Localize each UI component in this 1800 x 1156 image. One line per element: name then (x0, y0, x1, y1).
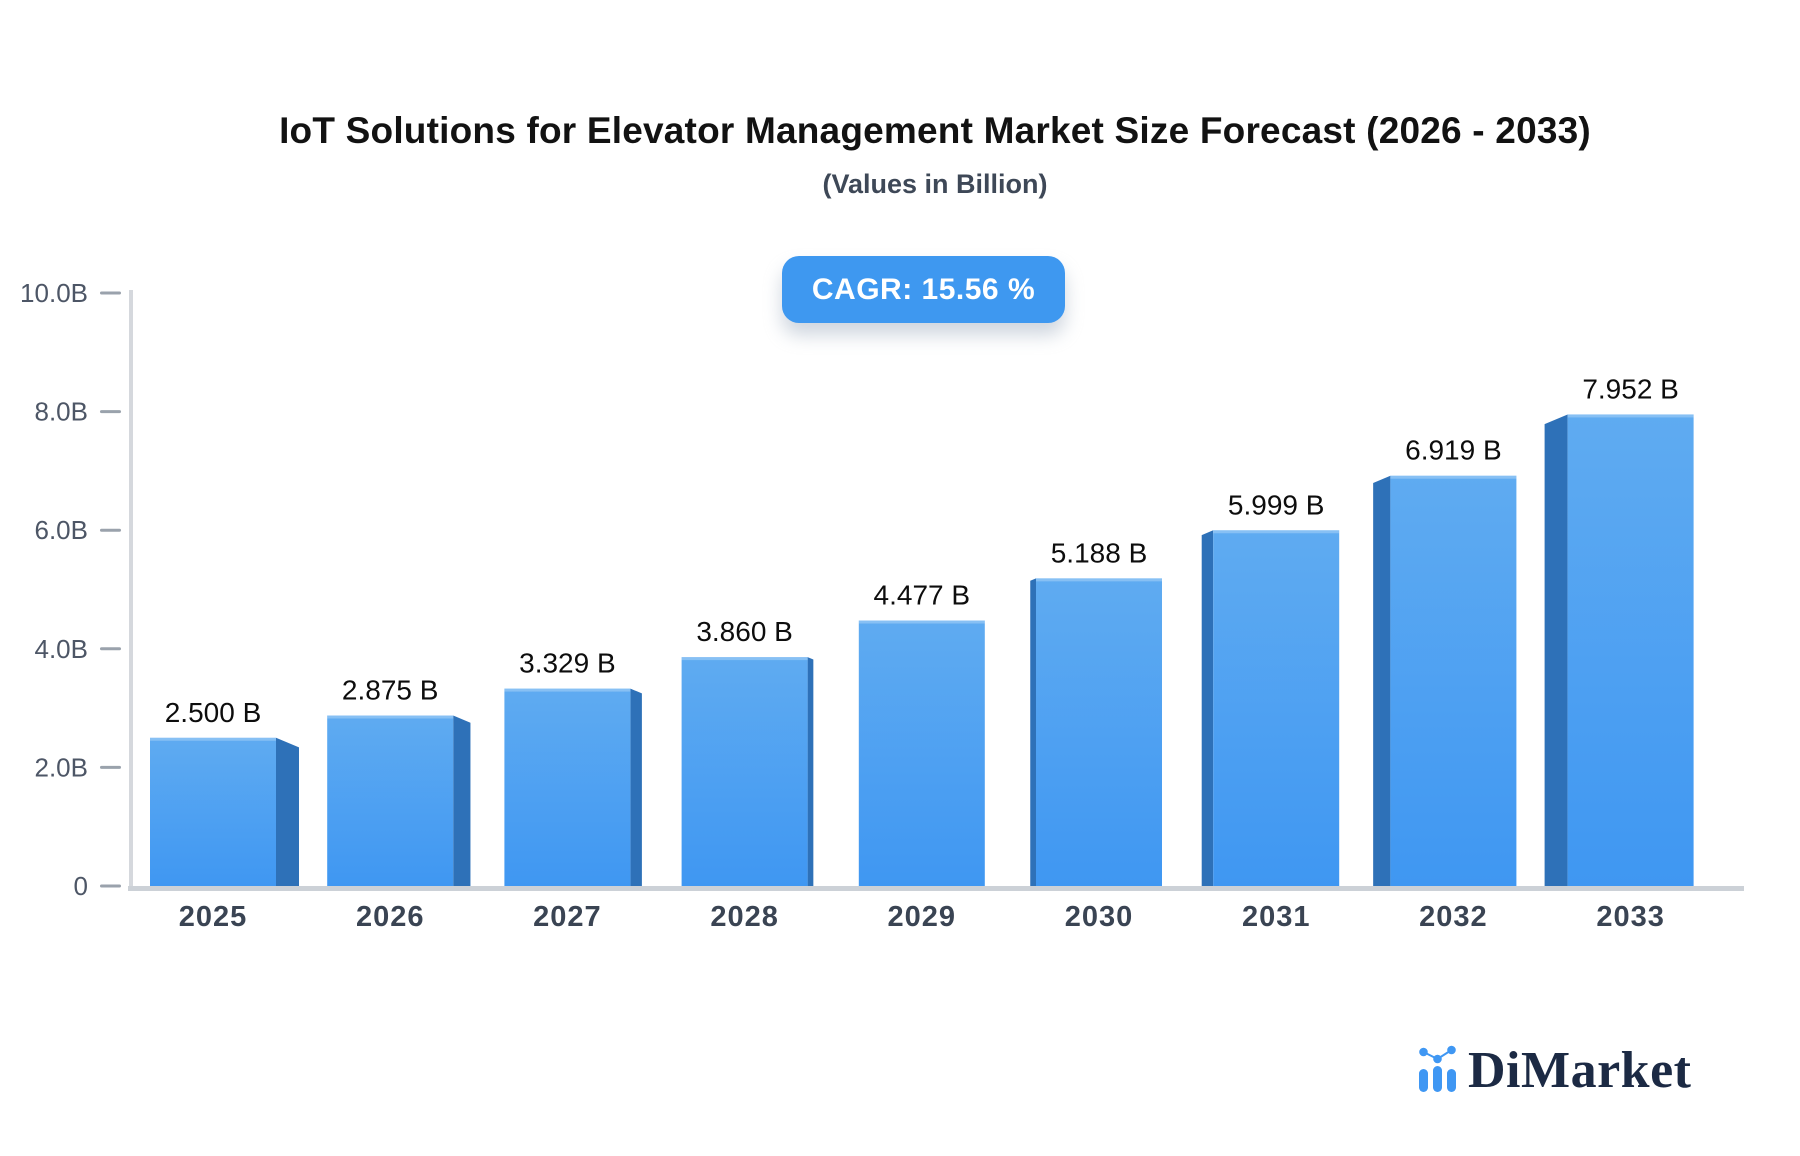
bar-side (1373, 475, 1391, 886)
bar-top-highlight (504, 688, 631, 692)
y-tick (100, 410, 121, 414)
bar-value-label: 4.477 B (874, 580, 971, 611)
bar-front (858, 620, 985, 886)
bar-side (630, 688, 642, 886)
dimarket-logo: DiMarket (1419, 1037, 1692, 1100)
bar-front (1036, 578, 1162, 886)
y-tick-label: 4.0B (35, 634, 89, 664)
bar-top-highlight (1036, 578, 1162, 582)
x-category-label: 2027 (533, 901, 602, 933)
y-tick (100, 765, 121, 769)
y-axis-line (129, 290, 133, 891)
bar-value-label: 5.188 B (1051, 537, 1148, 568)
x-category-label: 2026 (356, 901, 425, 933)
cagr-badge: CAGR: 15.56 % (782, 256, 1065, 323)
mini-bar-chart-icon (1419, 1045, 1456, 1092)
logo-text: DiMarket (1468, 1042, 1692, 1100)
logo-dot (1419, 1047, 1428, 1057)
x-category-label: 2032 (1419, 901, 1488, 933)
bar-front (504, 688, 631, 886)
bar-top-highlight (327, 715, 454, 719)
chart-subtitle: (Values in Billion) (822, 169, 1048, 199)
x-category-label: 2025 (179, 901, 248, 933)
logo-bar (1419, 1069, 1428, 1092)
logo-dot (1433, 1054, 1442, 1064)
y-tick (100, 884, 121, 888)
bar-front (1213, 530, 1340, 886)
bar-value-label: 3.860 B (696, 616, 793, 647)
bar-front (1390, 475, 1517, 886)
bar-front (681, 657, 808, 886)
bar-value-label: 2.875 B (342, 675, 439, 706)
bar-side (453, 715, 471, 886)
y-tick (100, 528, 121, 532)
cagr-badge-label: CAGR: 15.56 % (811, 272, 1036, 306)
x-category-label: 2028 (710, 901, 779, 933)
y-tick-label: 2.0B (35, 752, 89, 782)
bar-side (1201, 530, 1214, 886)
y-tick-label: 0 (74, 871, 88, 901)
bars (150, 414, 1694, 886)
bar-top-highlight (681, 657, 808, 661)
bar-front (327, 715, 454, 886)
axes: 0 2.0B 4.0B 6.0B 8.0B 10.0B (20, 278, 1744, 901)
chart-title: IoT Solutions for Elevator Management Ma… (279, 110, 1591, 151)
x-category-label: 2029 (888, 901, 957, 933)
logo-bar (1433, 1066, 1442, 1092)
bar-top-highlight (1213, 530, 1340, 534)
bar-top-highlight (150, 737, 276, 741)
bar-value-label: 3.329 B (519, 648, 616, 679)
y-tick-label: 6.0B (35, 515, 89, 545)
bar-top-highlight (1390, 475, 1517, 479)
y-tick (100, 291, 121, 295)
bar-value-label: 2.500 B (165, 697, 262, 728)
bar-top-highlight (858, 620, 985, 624)
y-tick-label: 10.0B (20, 278, 88, 308)
bar-front (150, 737, 276, 886)
bar-value-label: 6.919 B (1405, 435, 1502, 466)
x-category-label: 2030 (1065, 901, 1134, 933)
x-category-label: 2031 (1242, 901, 1311, 933)
x-axis-line (128, 886, 1744, 891)
x-category-label: 2033 (1596, 901, 1665, 933)
bar-side (807, 657, 814, 886)
bar-value-label: 7.952 B (1582, 373, 1679, 404)
bar-top-highlight (1567, 414, 1694, 418)
bar-front (1567, 414, 1694, 886)
bar-side (276, 737, 299, 886)
bar-side (1030, 578, 1036, 886)
bar-value-label: 5.999 B (1228, 489, 1325, 520)
y-tick (100, 647, 121, 651)
y-tick-label: 8.0B (35, 397, 89, 427)
labels: 2.500 B 2025 2.875 B 2026 3.329 B 2027 3.860 B… (165, 373, 1679, 933)
bar-side (1544, 414, 1568, 886)
logo-bar (1447, 1069, 1456, 1092)
logo-dot (1447, 1045, 1456, 1055)
